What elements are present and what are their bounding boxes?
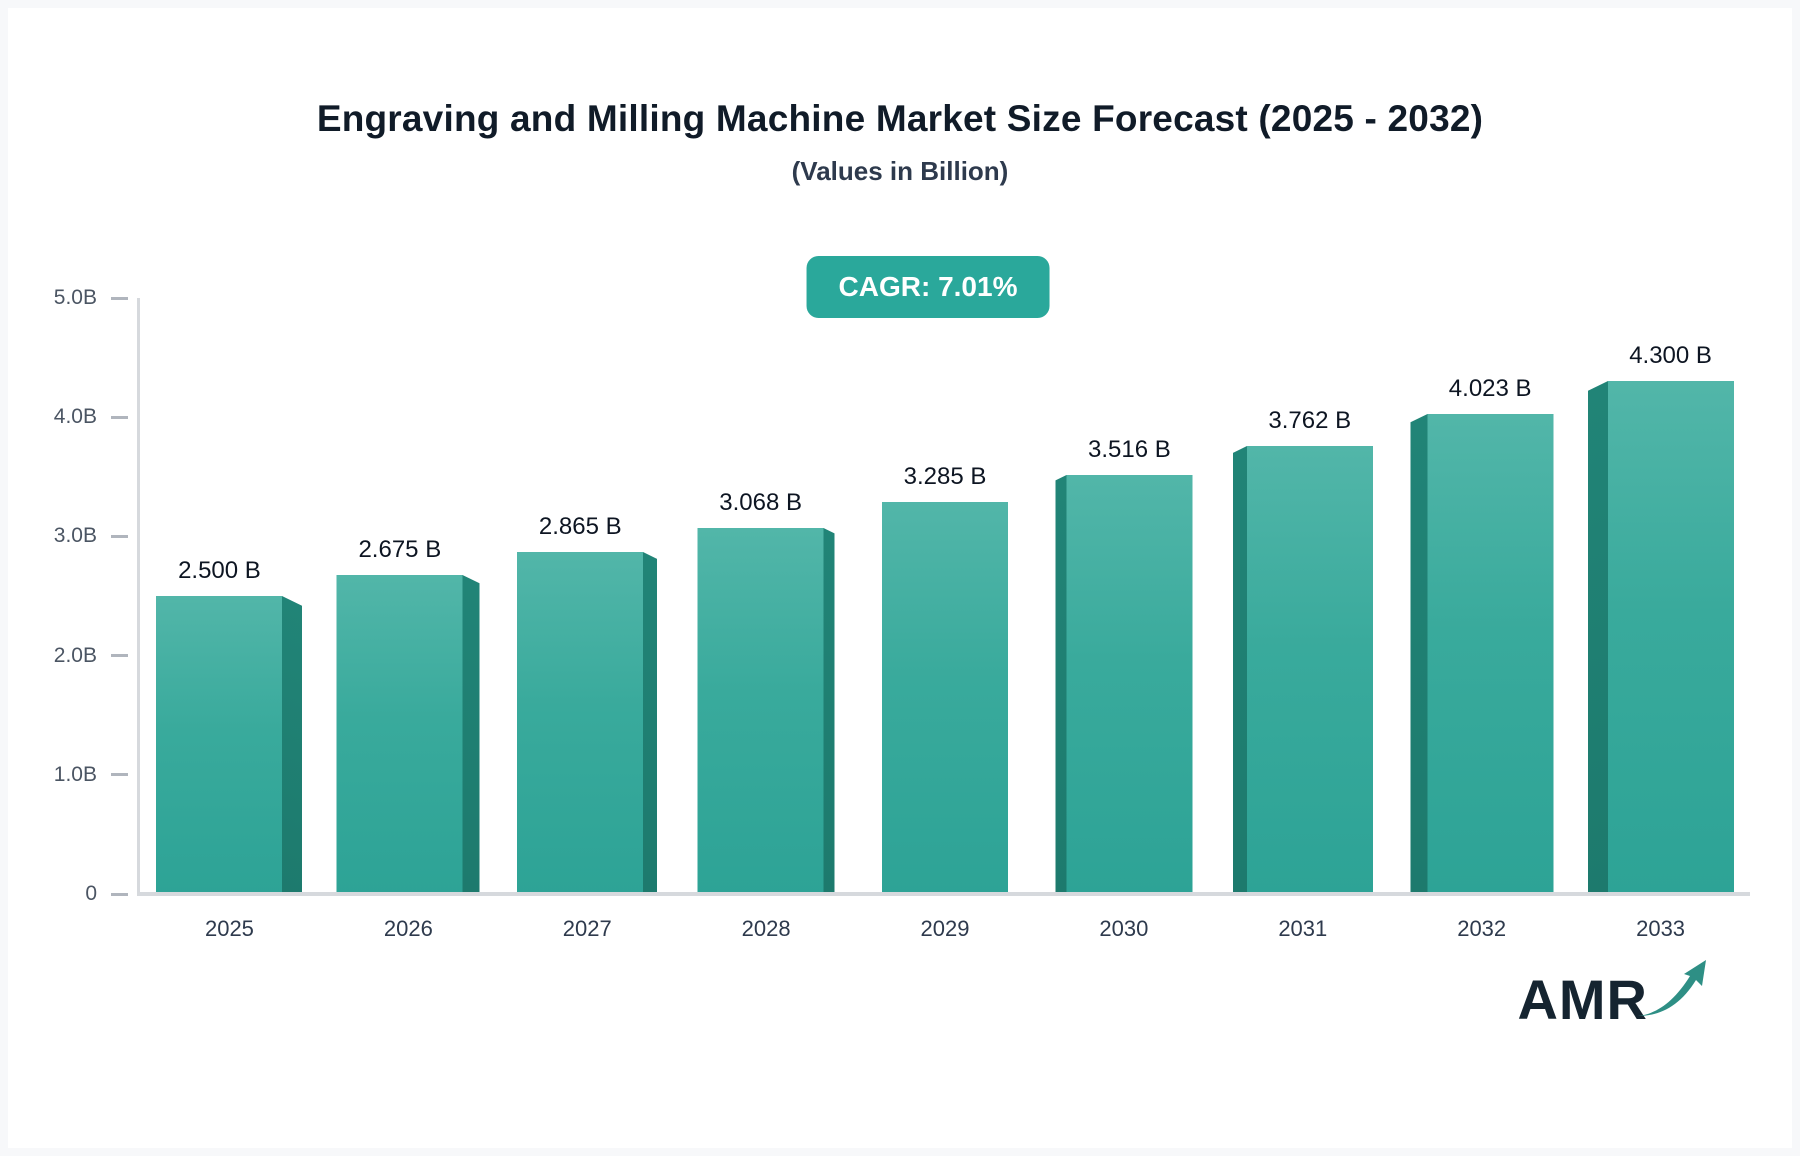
bar-side-face bbox=[462, 575, 480, 894]
x-axis-label-2028: 2028 bbox=[741, 916, 791, 941]
x-axis-label-2026: 2026 bbox=[383, 916, 433, 941]
bar-front-face[interactable] bbox=[1607, 381, 1734, 894]
bar-front-face[interactable] bbox=[517, 552, 644, 894]
y-tick-mark bbox=[111, 296, 128, 300]
bar-clip: 4.300 B bbox=[1571, 298, 1750, 894]
bar-front-face[interactable] bbox=[1427, 414, 1554, 894]
bar-2025[interactable]: 2.500 B bbox=[156, 557, 303, 894]
bar-side-face bbox=[282, 596, 303, 894]
amr-logo-text: AMR bbox=[1517, 968, 1648, 1031]
y-tick-mark bbox=[111, 415, 128, 419]
bar-2032[interactable]: 4.023 B bbox=[1410, 375, 1554, 894]
x-axis-label-2033: 2033 bbox=[1636, 916, 1686, 941]
bar-front-face[interactable] bbox=[1246, 446, 1373, 894]
bar-clip: 3.762 B bbox=[1213, 298, 1392, 894]
cagr-badge: CAGR: 7.01% bbox=[806, 256, 1050, 318]
bar-slot-2026: 2.675 B 2026 bbox=[319, 298, 498, 941]
x-axis-label-2032: 2032 bbox=[1457, 916, 1507, 941]
bar-clip: 3.068 B bbox=[677, 298, 856, 894]
bar-clip: 3.285 B bbox=[856, 298, 1035, 894]
chart-title: Engraving and Milling Machine Market Siz… bbox=[316, 98, 1484, 139]
bar-2028[interactable]: 3.068 B bbox=[697, 489, 835, 894]
bar-slot-2028: 3.068 B 2028 bbox=[677, 298, 856, 941]
bar-side-face bbox=[1232, 446, 1247, 894]
y-tick-mark bbox=[111, 892, 128, 896]
bars-container: 2.500 B 2025 2.675 B 2026 2.865 B 2027 3.068 B… bbox=[140, 298, 1750, 941]
bar-slot-2030: 3.516 B 2030 bbox=[1034, 298, 1213, 941]
bar-slot-2027: 2.865 B 2027 bbox=[498, 298, 677, 941]
bar-clip: 2.500 B bbox=[140, 298, 319, 894]
bar-2031[interactable]: 3.762 B bbox=[1232, 407, 1373, 894]
x-axis-label-2025: 2025 bbox=[204, 916, 254, 941]
bar-slot-2029: 3.285 B 2029 bbox=[856, 298, 1035, 941]
bar-side-face bbox=[1410, 414, 1428, 894]
bar-value-label: 4.300 B bbox=[1629, 342, 1712, 369]
bar-value-label: 3.762 B bbox=[1268, 407, 1352, 434]
bar-value-label: 2.865 B bbox=[538, 513, 622, 540]
bar-clip: 2.675 B bbox=[319, 298, 498, 894]
bar-side-face bbox=[643, 552, 658, 894]
bar-slot-2025: 2.500 B 2025 bbox=[140, 298, 319, 941]
bar-side-face bbox=[1055, 475, 1067, 894]
bar-side-face bbox=[1587, 381, 1608, 894]
bar-slot-2032: 4.023 B 2032 bbox=[1392, 298, 1571, 941]
bar-2033[interactable]: 4.300 B bbox=[1587, 342, 1734, 894]
bar-2026[interactable]: 2.675 B bbox=[336, 536, 480, 894]
amr-logo: AMR bbox=[1517, 960, 1718, 1031]
x-axis-label-2030: 2030 bbox=[1099, 916, 1149, 941]
y-tick-mark bbox=[111, 654, 128, 658]
bar-front-face[interactable] bbox=[882, 502, 1008, 894]
x-axis-label-2031: 2031 bbox=[1278, 916, 1328, 941]
chart-card: Engraving and Milling Machine Market Siz… bbox=[8, 8, 1792, 1148]
x-axis-label-2029: 2029 bbox=[920, 916, 970, 941]
plot-area: 5.0B 4.0B 3.0B 2.0B 1.0B 0 2.500 B 2025 2.675 B… bbox=[54, 287, 1750, 941]
bar-2030[interactable]: 3.516 B bbox=[1055, 436, 1193, 894]
bar-front-face[interactable] bbox=[697, 528, 824, 894]
x-axis-baseline bbox=[137, 892, 1750, 896]
bar-slot-2031: 3.762 B 2031 bbox=[1213, 298, 1392, 941]
bar-2027[interactable]: 2.865 B bbox=[517, 513, 658, 894]
bar-side-face bbox=[823, 528, 835, 894]
bar-value-label: 3.068 B bbox=[719, 489, 802, 516]
bar-front-face[interactable] bbox=[336, 575, 463, 894]
x-axis-label-2027: 2027 bbox=[562, 916, 612, 941]
y-tick-mark bbox=[111, 534, 128, 538]
bar-value-label: 3.516 B bbox=[1088, 436, 1171, 463]
y-axis-line bbox=[137, 298, 140, 896]
bar-clip: 2.865 B bbox=[498, 298, 677, 894]
bar-front-face[interactable] bbox=[156, 596, 283, 894]
bar-value-label: 2.675 B bbox=[358, 536, 442, 563]
bar-clip: 3.516 B bbox=[1034, 298, 1213, 894]
bar-slot-2033: 4.300 B 2033 bbox=[1571, 298, 1750, 941]
bar-value-label: 2.500 B bbox=[178, 557, 261, 584]
bar-clip: 4.023 B bbox=[1392, 298, 1571, 894]
bar-2029[interactable]: 3.285 B bbox=[882, 463, 1008, 894]
bar-value-label: 3.285 B bbox=[903, 463, 987, 490]
y-tick-mark bbox=[111, 773, 128, 777]
chart-subtitle: (Values in Billion) bbox=[791, 156, 1009, 186]
bar-value-label: 4.023 B bbox=[1448, 375, 1532, 402]
bar-front-face[interactable] bbox=[1066, 475, 1193, 894]
amr-logo-arrow-icon bbox=[1638, 960, 1706, 1016]
